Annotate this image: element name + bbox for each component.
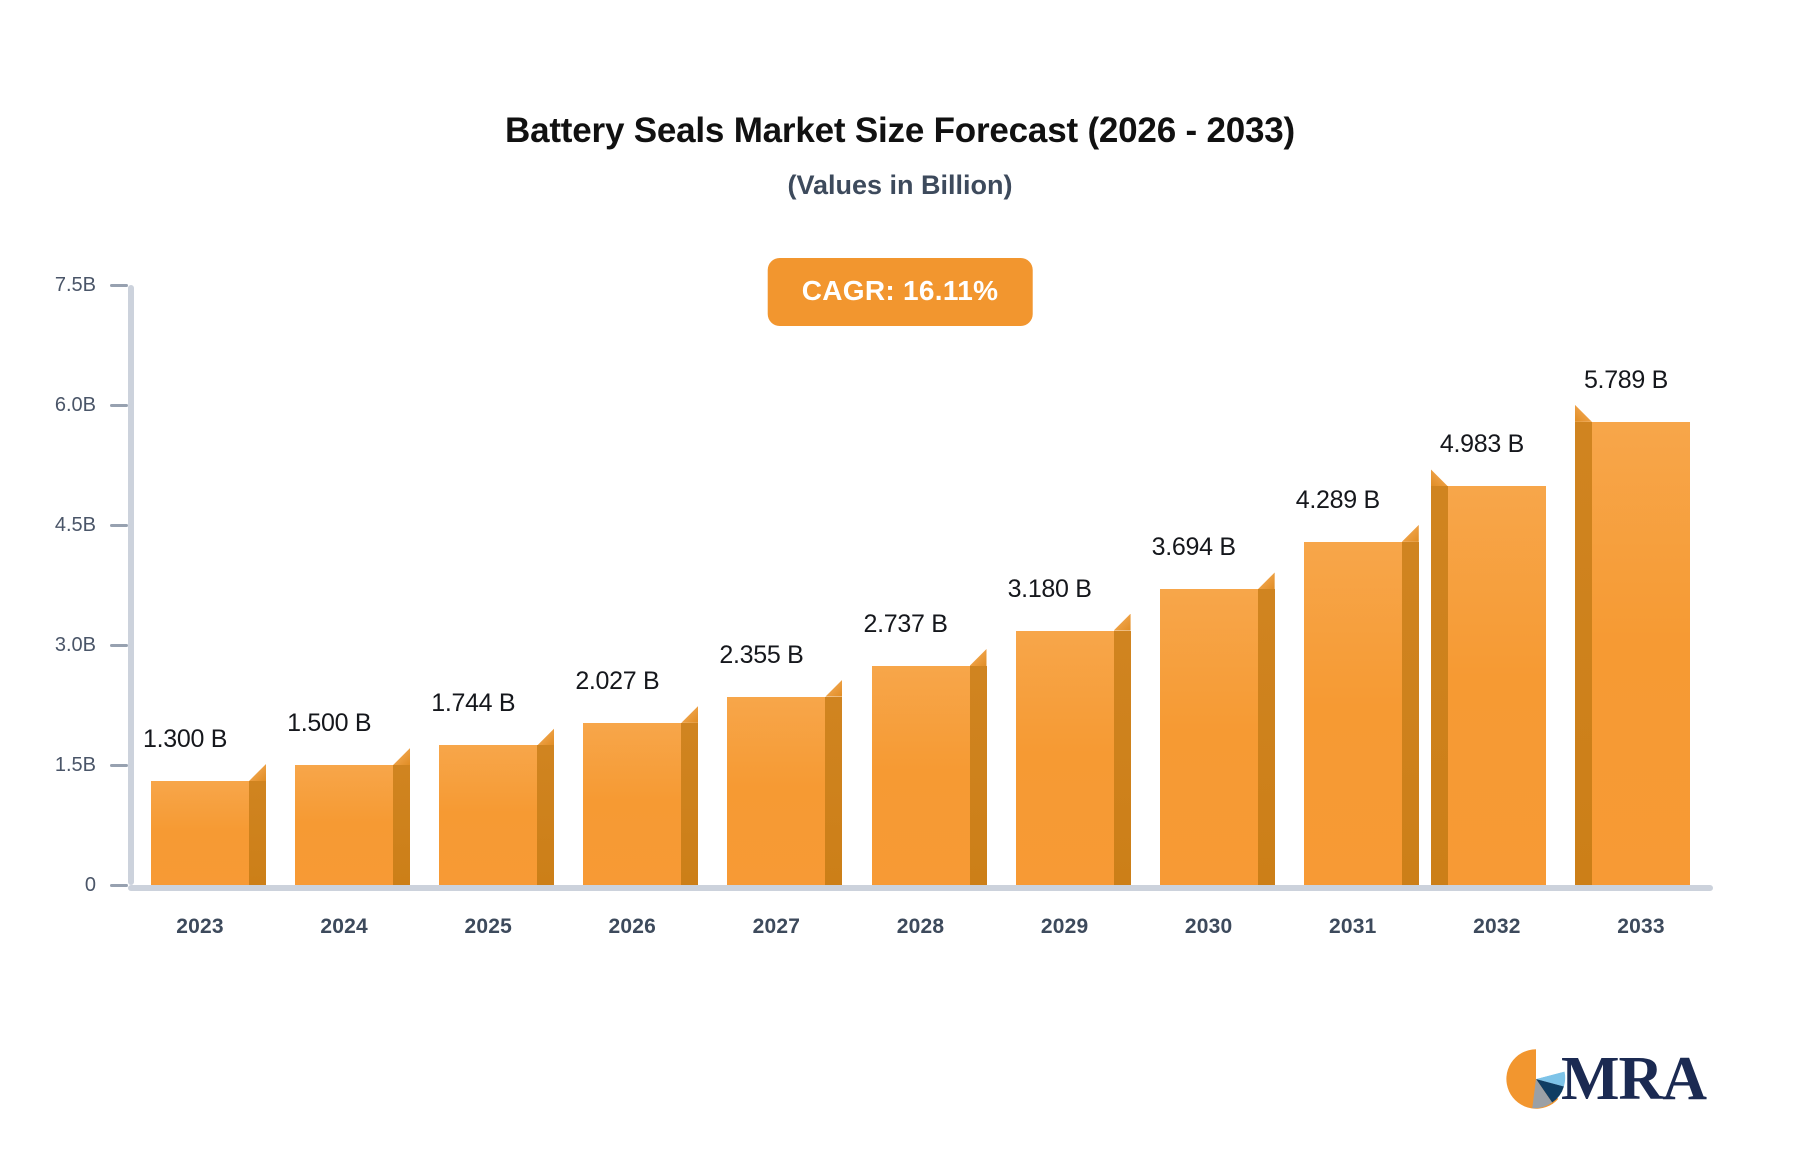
bar-value-label: 1.744 B bbox=[431, 689, 516, 718]
bar bbox=[1015, 613, 1131, 885]
bar bbox=[1574, 404, 1690, 885]
bar-top-face bbox=[681, 705, 699, 723]
y-axis-tick-label: 0 bbox=[84, 873, 96, 896]
y-axis-tick-mark bbox=[110, 403, 128, 407]
bar-front-face bbox=[439, 745, 538, 885]
y-axis-tick: 4.5B bbox=[0, 513, 128, 536]
bar-top-face bbox=[1113, 613, 1131, 631]
bar bbox=[1303, 524, 1419, 885]
bar-value-label: 4.983 B bbox=[1439, 430, 1524, 459]
y-axis-tick-mark bbox=[110, 283, 128, 287]
y-axis-tick-label: 6.0B bbox=[54, 393, 96, 416]
bar-side-face bbox=[249, 781, 267, 885]
bar-side-face bbox=[825, 696, 843, 885]
bar-front-face bbox=[1447, 486, 1546, 885]
bar-side-face bbox=[1401, 541, 1419, 885]
bar bbox=[439, 728, 555, 885]
bar-top-face bbox=[393, 748, 411, 765]
bar-front-face bbox=[1591, 421, 1690, 885]
bar-value-label: 2.737 B bbox=[863, 610, 948, 639]
y-axis-tick-mark bbox=[110, 763, 128, 767]
bar-side-face bbox=[969, 666, 987, 885]
bar-front-face bbox=[727, 696, 826, 885]
x-axis-tick-label: 2025 bbox=[464, 915, 512, 938]
x-axis-tick-label: 2033 bbox=[1617, 915, 1665, 938]
y-axis-tick: 3.0B bbox=[0, 633, 128, 656]
x-axis-line bbox=[128, 885, 1713, 891]
y-axis-tick-label: 4.5B bbox=[54, 513, 96, 536]
bar bbox=[871, 649, 987, 885]
bar-front-face bbox=[1303, 541, 1402, 885]
y-axis-tick-mark bbox=[110, 523, 128, 527]
x-axis-tick-label: 2032 bbox=[1473, 915, 1521, 938]
bar-side-face bbox=[1430, 486, 1448, 885]
bar-top-face bbox=[969, 649, 987, 667]
x-axis-tick-label: 2030 bbox=[1184, 915, 1233, 938]
x-axis-tick-label: 2027 bbox=[752, 915, 801, 938]
cagr-badge: CAGR: 16.11% bbox=[767, 258, 1033, 326]
bar-value-label: 3.180 B bbox=[1007, 574, 1092, 603]
bar-front-face bbox=[295, 765, 394, 885]
bar-value-label: 5.789 B bbox=[1583, 365, 1669, 394]
x-axis-tick-label: 2024 bbox=[320, 915, 368, 938]
y-axis-line bbox=[128, 285, 134, 885]
bar-front-face bbox=[151, 781, 250, 885]
y-axis-tick-label: 3.0B bbox=[54, 633, 96, 656]
x-axis-tick-label: 2023 bbox=[176, 915, 224, 938]
pie-chart-icon bbox=[1506, 1049, 1566, 1109]
logo-text: MRA bbox=[1561, 1045, 1707, 1113]
y-axis-tick-label: 7.5B bbox=[54, 273, 96, 296]
bar-side-face bbox=[1113, 630, 1131, 885]
bar-side-face bbox=[1257, 589, 1275, 885]
bar-top-face bbox=[825, 679, 843, 697]
bar-side-face bbox=[1574, 421, 1592, 885]
bar-top-face bbox=[1574, 404, 1592, 422]
y-axis-tick: 7.5B bbox=[0, 273, 128, 296]
x-axis-tick-label: 2028 bbox=[896, 915, 945, 938]
bar-value-label: 1.500 B bbox=[287, 709, 372, 737]
bar bbox=[1159, 572, 1275, 885]
y-axis-tick: 1.5B bbox=[0, 753, 128, 776]
title-block: Battery Seals Market Size Forecast (2026… bbox=[0, 111, 1800, 200]
bar-top-face bbox=[249, 764, 267, 781]
bar-value-label: 1.300 B bbox=[143, 725, 228, 753]
bar bbox=[727, 679, 843, 885]
y-axis-tick-mark bbox=[110, 883, 128, 887]
y-axis-tick: 6.0B bbox=[0, 393, 128, 416]
bar-side-face bbox=[537, 745, 555, 885]
y-axis-tick: 0 bbox=[0, 873, 128, 896]
bar bbox=[151, 764, 267, 885]
bar-top-face bbox=[537, 728, 555, 746]
y-axis-tick-mark bbox=[110, 643, 128, 647]
page-title: Battery Seals Market Size Forecast (2026… bbox=[505, 111, 1295, 150]
plot-area: 1.300 B 1.500 B 1.744 B 2.027 B 2.355 B 2.737… bbox=[128, 285, 1713, 891]
y-axis-tick-label: 1.5B bbox=[54, 753, 96, 776]
bar-value-label: 2.027 B bbox=[575, 666, 660, 695]
bar bbox=[1430, 469, 1546, 885]
bar-side-face bbox=[393, 765, 411, 885]
x-axis-tick-label: 2026 bbox=[608, 915, 657, 938]
bar bbox=[583, 705, 699, 885]
bar-front-face bbox=[583, 722, 682, 885]
bar-top-face bbox=[1401, 524, 1419, 542]
bar-side-face bbox=[681, 722, 699, 885]
bar-top-face bbox=[1257, 572, 1275, 590]
bar-front-face bbox=[871, 666, 970, 885]
bar-top-face bbox=[1430, 469, 1448, 487]
x-axis-tick-label: 2031 bbox=[1329, 915, 1377, 938]
mra-logo: MRA bbox=[1505, 1040, 1707, 1118]
chart-subtitle: (Values in Billion) bbox=[787, 169, 1013, 200]
bar-value-label: 3.694 B bbox=[1151, 533, 1236, 562]
bar bbox=[295, 748, 411, 885]
bar-value-label: 2.355 B bbox=[719, 640, 804, 669]
bar-front-face bbox=[1015, 630, 1114, 885]
bar-front-face bbox=[1159, 589, 1258, 885]
bar-value-label: 4.289 B bbox=[1295, 485, 1380, 514]
x-axis-tick-label: 2029 bbox=[1040, 915, 1089, 938]
